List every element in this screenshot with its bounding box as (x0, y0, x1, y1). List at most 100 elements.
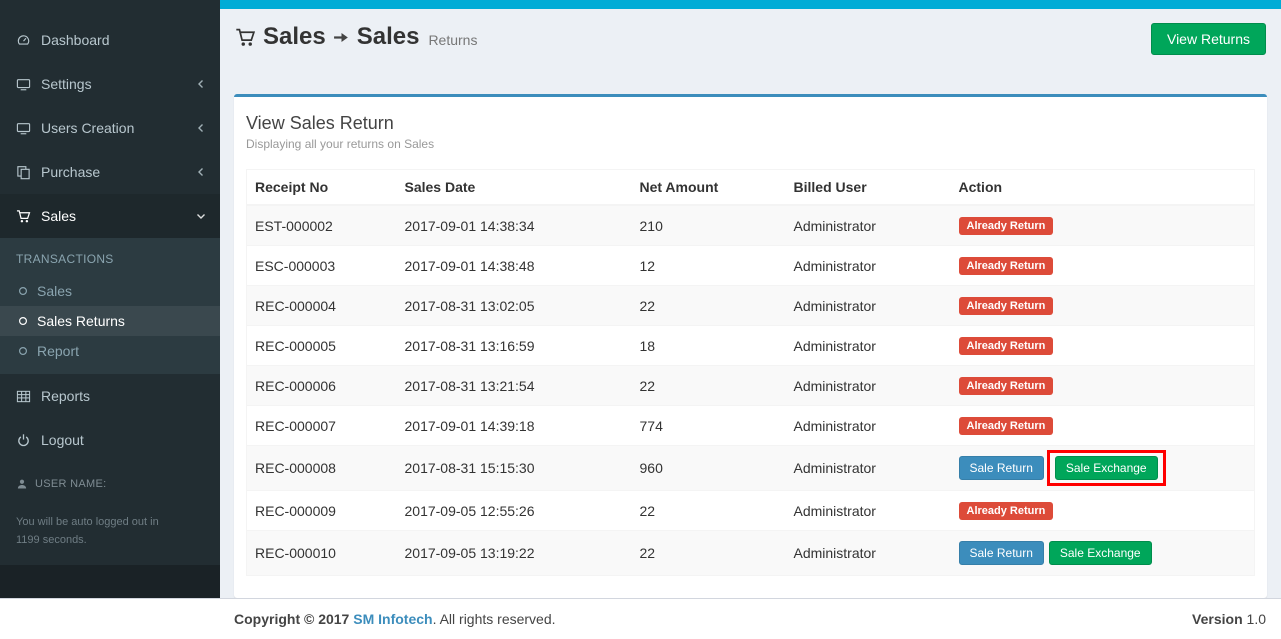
sidebar-item-label: Sales (41, 208, 77, 224)
column-header-sales-date: Sales Date (396, 169, 632, 206)
user-block: USER NAME: You will be auto logged out i… (0, 462, 220, 549)
circle-icon (18, 286, 28, 296)
action-cell: Already Return (950, 285, 1255, 326)
action-cell: Already Return (950, 245, 1255, 286)
sales-date-cell: 2017-09-05 13:19:22 (396, 530, 632, 576)
billed-user-cell: Administrator (785, 530, 951, 576)
sales-submenu: TRANSACTIONS Sales Sales Returns Report (0, 238, 220, 374)
already-return-badge: Already Return (958, 217, 1054, 235)
top-accent-bar (220, 0, 1281, 10)
chevron-left-icon (198, 124, 203, 132)
action-cell: Already Return (950, 490, 1255, 531)
chevron-down-icon (197, 214, 205, 219)
table-row: REC-000008 2017-08-31 15:15:30 960 Administ… (246, 445, 1255, 491)
sales-table-body: EST-000002 2017-09-01 14:38:34 210 Administ… (246, 204, 1255, 576)
sidebar-item-dashboard[interactable]: Dashboard (0, 18, 220, 62)
net-amount-cell: 960 (631, 445, 786, 491)
gauge-icon (17, 34, 30, 45)
arrow-right-icon (333, 32, 348, 42)
table-row: EST-000002 2017-09-01 14:38:34 210 Administ… (246, 204, 1255, 246)
net-amount-cell: 18 (631, 325, 786, 366)
user-name-text: USER NAME: (35, 478, 107, 490)
submenu-item-sales-returns[interactable]: Sales Returns (0, 306, 220, 336)
sale-exchange-button[interactable]: Sale Exchange (1048, 541, 1152, 565)
net-amount-cell: 22 (631, 285, 786, 326)
column-header-receipt-no: Receipt No (246, 169, 397, 206)
sales-return-table: Receipt No Sales Date Net Amount Billed … (246, 169, 1255, 576)
sidebar-item-sales[interactable]: Sales (0, 194, 220, 238)
net-amount-cell: 22 (631, 365, 786, 406)
already-return-badge: Already Return (958, 502, 1054, 520)
submenu-item-sales[interactable]: Sales (0, 276, 220, 306)
receipt-no-cell: REC-000010 (246, 530, 397, 576)
net-amount-cell: 210 (631, 204, 786, 246)
sidebar-item-label: Purchase (41, 164, 101, 180)
copyright-year: Copyright © 2017 (234, 611, 350, 627)
column-header-action: Action (950, 169, 1255, 206)
card-subtitle: Displaying all your returns on Sales (246, 137, 435, 151)
sidebar-item-purchase[interactable]: Purchase (0, 150, 220, 194)
action-cell: Already Return (950, 204, 1255, 246)
table-header-row: Receipt No Sales Date Net Amount Billed … (246, 169, 1255, 206)
circle-icon (18, 316, 28, 326)
column-header-net-amount: Net Amount (631, 169, 786, 206)
already-return-badge: Already Return (958, 257, 1054, 275)
receipt-no-cell: REC-000009 (246, 490, 397, 531)
main-area: Sales Sales Returns View Returns View Sa… (220, 0, 1281, 598)
copyright-text: Copyright © 2017 SM Infotech. All rights… (234, 611, 556, 627)
receipt-no-cell: REC-000008 (246, 445, 397, 491)
action-cell: Already Return (950, 325, 1255, 366)
sale-return-button[interactable]: Sale Return (958, 541, 1044, 565)
content-header: Sales Sales Returns View Returns (220, 9, 1281, 94)
app-row: Dashboard Settings Users Creation Purcha… (0, 0, 1281, 598)
receipt-no-cell: REC-000005 (246, 325, 397, 366)
card-title: View Sales Return (246, 113, 394, 133)
view-returns-button[interactable]: View Returns (1150, 23, 1266, 56)
billed-user-cell: Administrator (785, 405, 951, 446)
circle-icon (18, 346, 28, 356)
billed-user-cell: Administrator (785, 490, 951, 531)
footer: Copyright © 2017 SM Infotech. All rights… (0, 598, 1281, 639)
table-row: REC-000007 2017-09-01 14:39:18 774 Administ… (246, 405, 1255, 446)
billed-user-cell: Administrator (785, 245, 951, 286)
page-title: Sales Sales Returns (235, 23, 477, 51)
receipt-no-cell: EST-000002 (246, 204, 397, 246)
action-cell: Already Return (950, 365, 1255, 406)
sidebar-item-label: Reports (41, 388, 91, 404)
sale-exchange-button[interactable]: Sale Exchange (1054, 456, 1158, 481)
monitor-icon (16, 122, 31, 134)
billed-user-cell: Administrator (785, 204, 951, 246)
copy-icon (17, 165, 30, 179)
cart-icon (236, 28, 256, 46)
submenu-item-report[interactable]: Report (0, 336, 220, 366)
net-amount-cell: 22 (631, 490, 786, 531)
already-return-badge: Already Return (958, 297, 1054, 315)
sidebar-item-label: Logout (41, 432, 84, 448)
auto-logout-notice: You will be auto logged out in 1199 seco… (16, 516, 159, 546)
sidebar-item-reports[interactable]: Reports (0, 374, 220, 418)
already-return-badge: Already Return (958, 337, 1054, 355)
action-cell: Already Return (950, 405, 1255, 446)
receipt-no-cell: ESC-000003 (246, 245, 397, 286)
content-body: View Sales Return Displaying all your re… (220, 94, 1281, 598)
sidebar-item-logout[interactable]: Logout (0, 418, 220, 462)
sale-return-button[interactable]: Sale Return (958, 456, 1044, 480)
sidebar-item-settings[interactable]: Settings (0, 62, 220, 106)
sales-date-cell: 2017-09-01 14:39:18 (396, 405, 632, 446)
column-header-billed-user: Billed User (785, 169, 951, 206)
version-text: Version 1.0 (1192, 611, 1266, 627)
breadcrumb-primary: Sales (263, 23, 326, 51)
table-row: REC-000005 2017-08-31 13:16:59 18 Administr… (246, 325, 1255, 366)
user-icon (17, 479, 27, 489)
net-amount-cell: 12 (631, 245, 786, 286)
submenu-item-label: Report (37, 343, 80, 359)
sidebar-item-users-creation[interactable]: Users Creation (0, 106, 220, 150)
net-amount-cell: 22 (631, 530, 786, 576)
table-row: REC-000004 2017-08-31 13:02:05 22 Administr… (246, 285, 1255, 326)
rights-text: . All rights reserved. (432, 611, 556, 627)
table-row: REC-000009 2017-09-05 12:55:26 22 Administr… (246, 490, 1255, 531)
breadcrumb-secondary: Sales (356, 23, 420, 51)
breadcrumb-small: Returns (428, 32, 478, 49)
company-link[interactable]: SM Infotech (353, 611, 433, 627)
